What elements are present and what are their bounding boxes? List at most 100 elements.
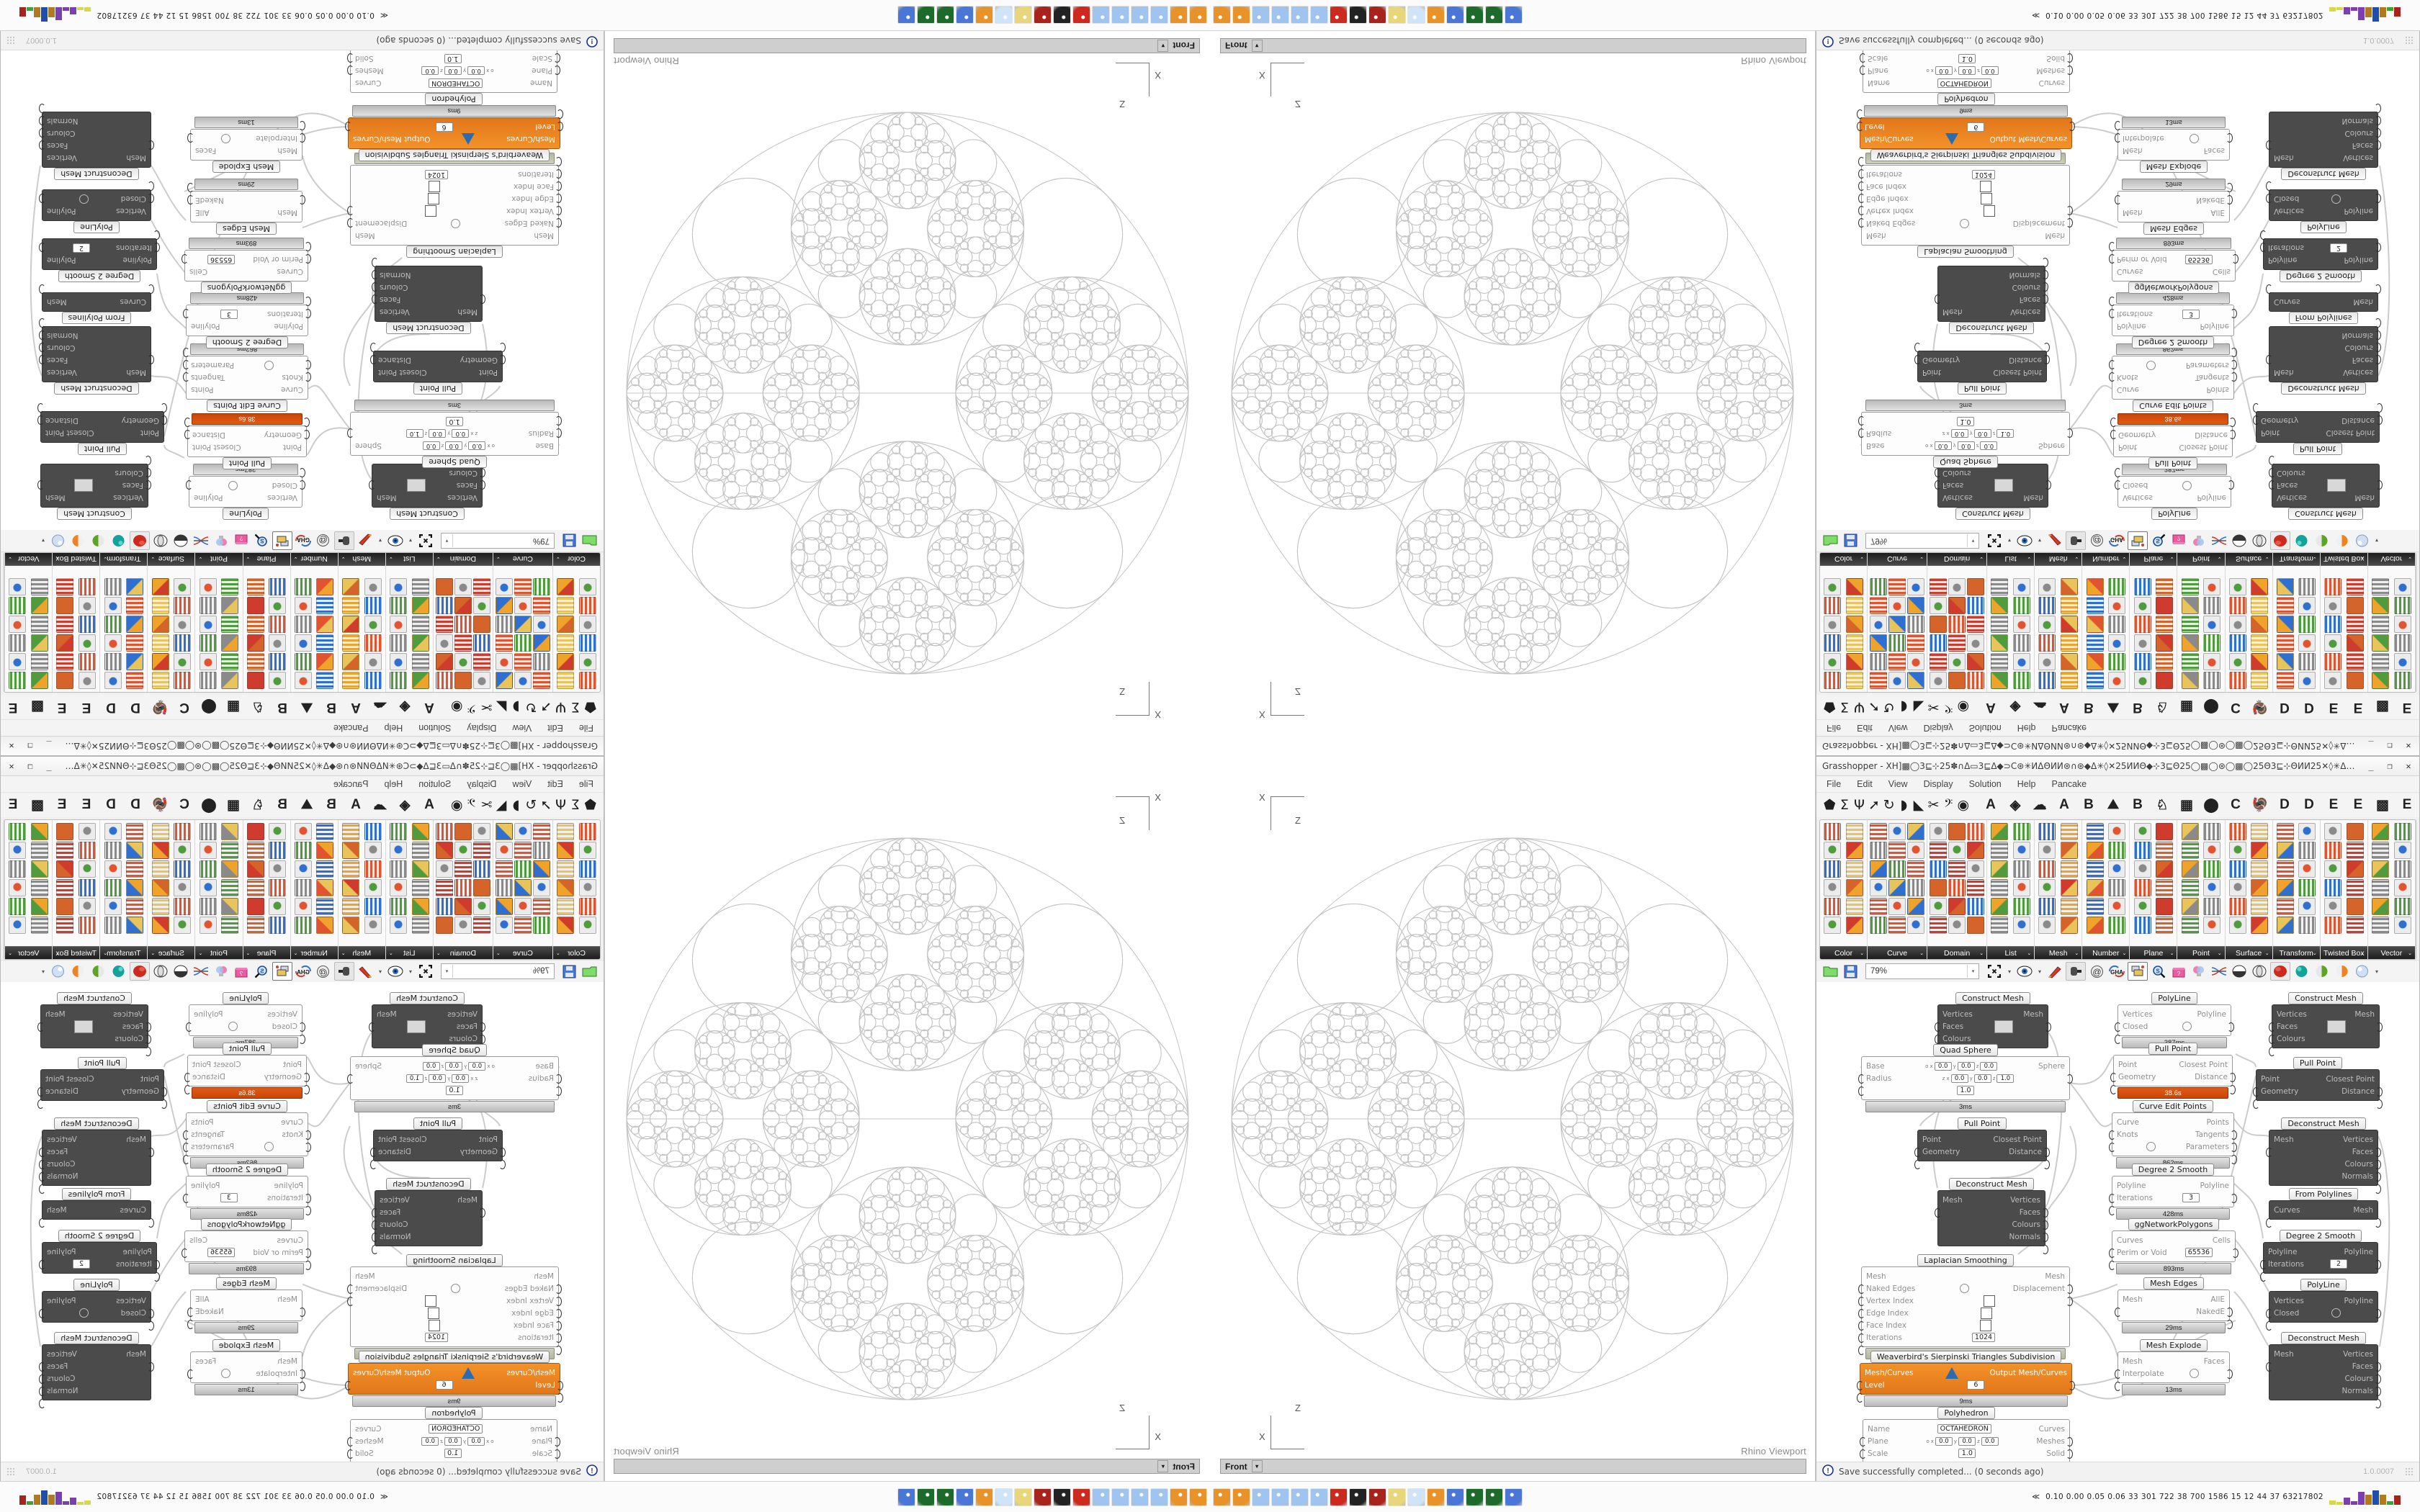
component-body[interactable]: Point Closest Point Geometry Distance xyxy=(370,343,506,382)
component-icon[interactable] xyxy=(411,578,429,595)
component-icon[interactable] xyxy=(1870,653,1888,670)
taskbar-item[interactable] xyxy=(1213,6,1231,24)
component-icon[interactable] xyxy=(454,597,472,614)
component-icon[interactable] xyxy=(514,672,532,689)
output-port[interactable] xyxy=(2375,140,2381,150)
component-icon[interactable] xyxy=(454,578,472,595)
component-caption[interactable]: Mesh Edges xyxy=(2143,222,2204,235)
component-icon[interactable] xyxy=(104,653,122,670)
taskbar-item[interactable] xyxy=(1485,6,1503,24)
component-icon[interactable] xyxy=(435,578,453,595)
gh-component-deconstruct-mesh-a[interactable]: Deconstruct Mesh Mesh Vertices Faces Colours… xyxy=(1935,258,2048,334)
component-icon[interactable] xyxy=(557,616,575,633)
component-icon[interactable] xyxy=(316,634,334,652)
component-icon[interactable] xyxy=(390,616,408,633)
component-body[interactable]: Point Closest Point Geometry Distance xyxy=(1914,343,2050,382)
component-icon[interactable] xyxy=(578,616,596,633)
input-port[interactable] xyxy=(305,372,311,382)
category-icon-4[interactable]: B xyxy=(2084,700,2094,715)
component-icon[interactable] xyxy=(2086,616,2104,633)
component-body[interactable]: Mesh AllE NakedE xyxy=(2115,183,2233,222)
component-icon[interactable] xyxy=(30,597,48,614)
chevron-down-icon[interactable]: ⌄ xyxy=(8,556,12,562)
component-icon[interactable] xyxy=(2156,597,2174,614)
component-icon[interactable] xyxy=(1967,597,1985,614)
gh-component-curve-edit-points[interactable]: Curve Edit Points Curve Points Knots Tangent… xyxy=(2109,343,2237,412)
solid-icon[interactable] xyxy=(2270,531,2290,550)
component-body[interactable]: Mesh Vertices Faces Colours Normals xyxy=(39,104,154,168)
category-icon-6[interactable]: B xyxy=(277,700,287,715)
gh-component-deconstruct-mesh-b[interactable]: Deconstruct Mesh Mesh Vertices Faces Colours… xyxy=(2266,318,2381,395)
plane-value[interactable]: 0.0 xyxy=(1935,66,1953,76)
component-icon[interactable] xyxy=(221,597,239,614)
taskbar-item[interactable] xyxy=(936,6,954,24)
taskbar-item[interactable] xyxy=(1034,6,1052,24)
output-port[interactable] xyxy=(2069,122,2075,131)
rhino-viewport[interactable]: X Z X Z Rhino Viewport xyxy=(604,756,1210,1482)
plane-value[interactable]: 0.0 xyxy=(1973,429,1991,438)
chevron-down-icon[interactable]: ⌄ xyxy=(2217,556,2222,562)
ribbon-tab-domain[interactable]: Domain ⌄ xyxy=(433,553,493,566)
component-icon[interactable] xyxy=(1888,653,1906,670)
component-body[interactable]: Polyline Polyline Iterations 3 xyxy=(2109,297,2237,336)
component-caption[interactable]: Construct Mesh xyxy=(2288,508,2363,520)
component-icon[interactable] xyxy=(2061,616,2078,633)
plane-value[interactable]: 0.0 xyxy=(1980,441,1998,451)
input-port[interactable] xyxy=(554,53,560,63)
value-field[interactable]: 1.0 xyxy=(446,417,463,426)
component-icon[interactable] xyxy=(9,597,27,614)
component-icon[interactable] xyxy=(454,616,472,633)
component-icon[interactable] xyxy=(2393,616,2411,633)
taskbar-item[interactable] xyxy=(1014,6,1032,24)
component-body[interactable]: Vertices Mesh Faces Colours xyxy=(2269,456,2383,508)
gh-component-construct-mesh-b[interactable]: Construct Mesh Vertices Mesh Faces Colours xyxy=(37,456,151,520)
input-port[interactable] xyxy=(145,456,151,465)
component-icon[interactable] xyxy=(472,653,490,670)
component-body[interactable]: Polyline Polyline Iterations 2 xyxy=(39,230,160,270)
component-icon[interactable] xyxy=(435,597,453,614)
input-port[interactable] xyxy=(153,230,160,240)
component-body[interactable]: Vertices Polyline Closed xyxy=(39,181,154,221)
component-icon[interactable] xyxy=(9,616,27,633)
maximize-button[interactable]: ❐ xyxy=(27,741,33,751)
arrow-tool-icon[interactable]: ➚ xyxy=(1868,699,1881,715)
category-icon-16[interactable]: ▩ xyxy=(2376,699,2389,715)
mat-green-icon[interactable] xyxy=(89,532,108,549)
input-port[interactable] xyxy=(299,195,305,204)
category-icon-12[interactable]: D xyxy=(130,700,140,715)
ribbon-tab-color[interactable]: Color ⌄ xyxy=(552,553,600,566)
input-port[interactable] xyxy=(1857,109,1863,119)
component-icon[interactable] xyxy=(2061,634,2078,652)
output-port[interactable] xyxy=(370,343,377,352)
component-icon[interactable] xyxy=(2108,578,2126,595)
component-caption[interactable]: Curve Edit Points xyxy=(207,400,287,412)
gh-component-deconstruct-mesh-c[interactable]: Deconstruct Mesh Mesh Vertices Faces Colours… xyxy=(39,104,154,180)
component-icon[interactable] xyxy=(472,672,490,689)
taskbar-item[interactable] xyxy=(1310,6,1328,24)
component-icon[interactable] xyxy=(294,672,312,689)
component-icon[interactable] xyxy=(390,597,408,614)
component-icon[interactable] xyxy=(1948,616,1966,633)
bulb-icon[interactable] xyxy=(212,532,230,549)
component-icon[interactable] xyxy=(151,578,169,595)
component-caption[interactable]: Deconstruct Mesh xyxy=(1949,322,2034,334)
component-icon[interactable] xyxy=(104,578,122,595)
taskbar-item[interactable] xyxy=(897,6,915,24)
component-icon[interactable] xyxy=(2012,634,2030,652)
component-icon[interactable] xyxy=(2372,672,2390,689)
component-icon[interactable] xyxy=(269,634,287,652)
output-port[interactable] xyxy=(187,183,194,192)
component-icon[interactable] xyxy=(342,653,359,670)
output-port[interactable] xyxy=(2376,403,2383,413)
input-port[interactable] xyxy=(2115,121,2121,130)
component-icon[interactable] xyxy=(2061,653,2078,670)
resize-grip[interactable] xyxy=(2405,36,2414,45)
category-icon-11[interactable]: 🦃 xyxy=(151,699,169,714)
menu-item-display[interactable]: Display xyxy=(467,723,497,733)
output-port[interactable] xyxy=(2231,372,2237,382)
mat-blue-icon[interactable] xyxy=(2352,532,2371,549)
output-port[interactable] xyxy=(187,195,194,204)
category-icon-4[interactable]: B xyxy=(326,700,336,715)
input-port[interactable] xyxy=(305,254,311,264)
taskbar-item[interactable] xyxy=(956,6,974,24)
